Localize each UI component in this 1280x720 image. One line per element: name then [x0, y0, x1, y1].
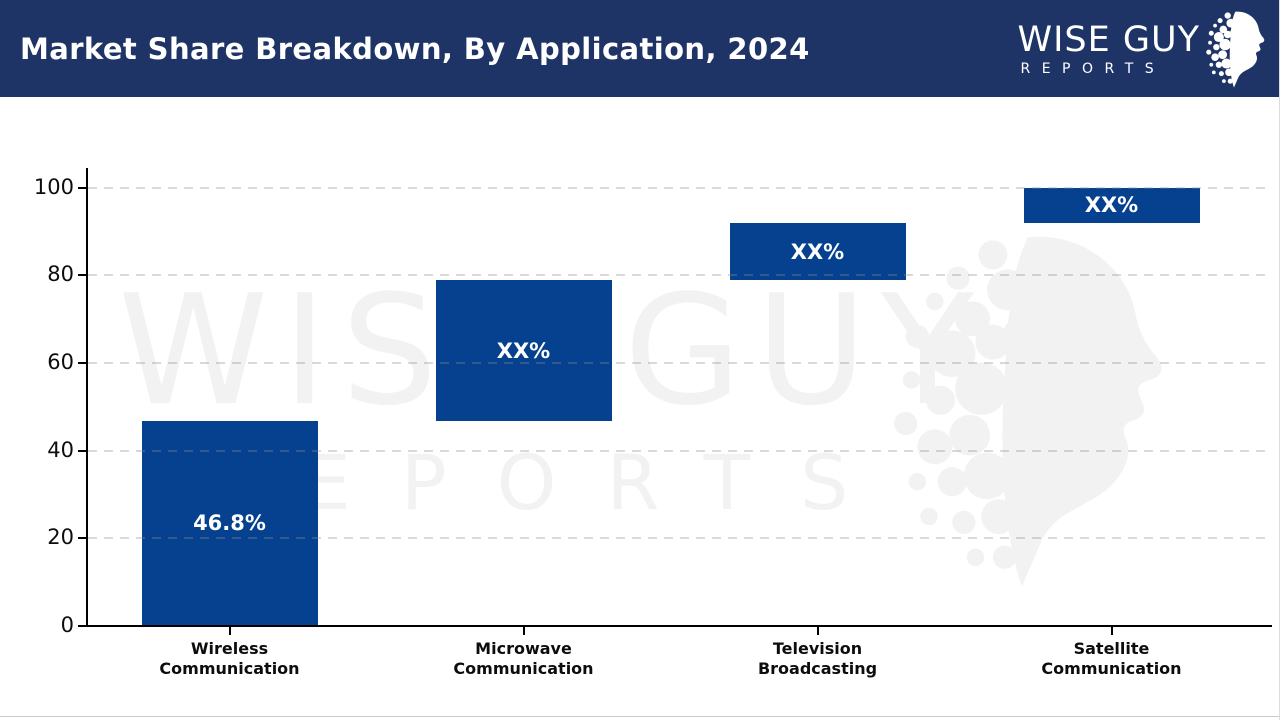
x-category-label: Microwave Communication	[414, 639, 634, 679]
y-tick-label: 100	[33, 174, 74, 199]
y-tick-label: 60	[47, 349, 74, 374]
gridline	[88, 186, 1272, 189]
x-category-label-line: Television	[772, 639, 863, 658]
x-category-label: Television Broadcasting	[708, 639, 928, 679]
gridline	[88, 449, 1272, 452]
y-tick-mark	[78, 274, 86, 277]
brand-logo: WISE GUY REPORTS	[1017, 6, 1266, 92]
bar-value-label: XX%	[1084, 193, 1139, 218]
x-tick-mark	[522, 627, 525, 635]
brand-face-icon	[1206, 11, 1265, 88]
bar-segment: XX%	[729, 223, 906, 281]
y-tick-label: 80	[47, 262, 74, 287]
y-tick-label: 0	[60, 613, 74, 637]
x-tick-mark	[816, 627, 819, 635]
x-category-label-line: Communication	[453, 659, 594, 678]
y-tick-mark	[78, 361, 86, 364]
header-bar: Market Share Breakdown, By Application, …	[0, 0, 1279, 97]
bar-segment: XX%	[1023, 187, 1200, 224]
x-axis-line	[86, 625, 1272, 627]
y-axis-line	[86, 168, 88, 627]
x-tick-mark	[1110, 627, 1113, 635]
bar-segment: XX%	[435, 280, 612, 421]
bar-value-label: XX%	[790, 239, 845, 264]
x-category-label-line: Communication	[1041, 659, 1182, 678]
x-tick-mark	[228, 627, 231, 635]
bar-segment: 46.8%	[141, 420, 318, 626]
y-tick-mark	[78, 537, 86, 540]
x-category-label-line: Broadcasting	[757, 659, 878, 678]
x-category-label-line: Communication	[159, 659, 300, 678]
x-category-label-line: Satellite	[1073, 639, 1150, 658]
y-tick-mark	[78, 186, 86, 189]
brand-subname: REPORTS	[1020, 61, 1166, 77]
brand-logo-text: WISE GUY REPORTS	[1017, 21, 1200, 77]
watermark-face-logo	[894, 236, 1162, 587]
y-tick-mark	[78, 449, 86, 452]
chart-title: Market Share Breakdown, By Application, …	[20, 31, 810, 66]
bottom-divider	[0, 716, 1279, 717]
bar-value-label: XX%	[496, 338, 551, 363]
gridline	[88, 537, 1272, 540]
gridline	[88, 361, 1272, 364]
brand-name: WISE GUY	[1017, 20, 1200, 60]
y-tick-label: 20	[47, 525, 74, 550]
y-tick-label: 40	[47, 437, 74, 462]
x-category-label: Satellite Communication	[1002, 639, 1222, 679]
y-tick-mark	[78, 625, 86, 627]
bar-value-label: 46.8%	[193, 511, 266, 536]
gridline	[88, 274, 1272, 277]
x-category-label-line: Wireless	[190, 639, 269, 658]
x-category-label: Wireless Communication	[120, 639, 340, 679]
x-category-label-line: Microwave	[475, 639, 572, 658]
